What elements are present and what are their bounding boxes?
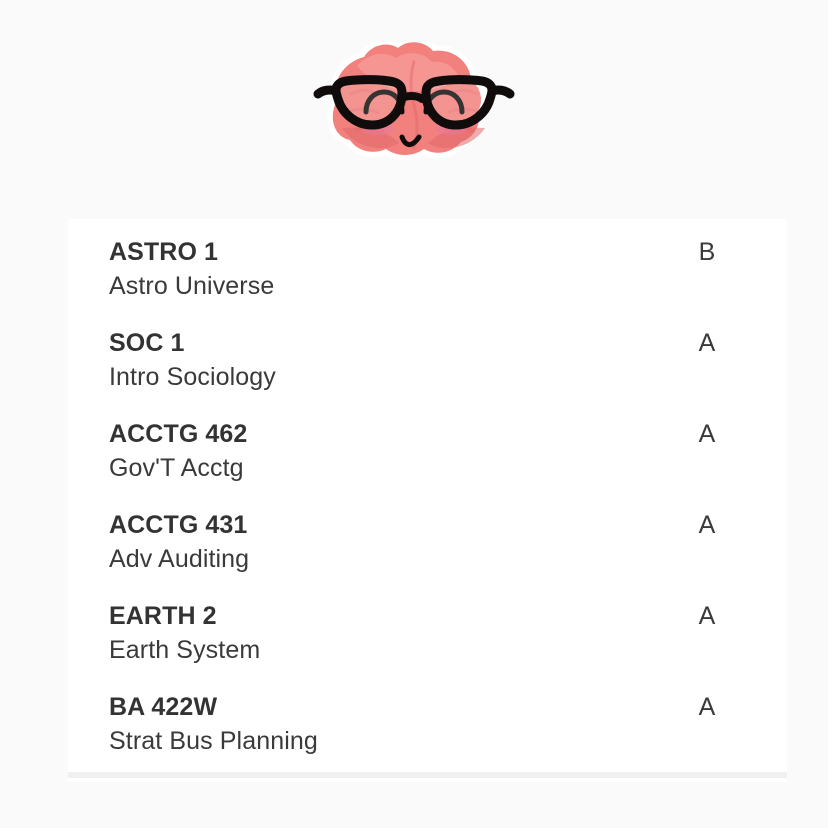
course-grade: B [698, 238, 716, 266]
course-info: BA 422W Strat Bus Planning [109, 690, 667, 758]
card-bottom-edge [68, 778, 787, 782]
course-code: ASTRO 1 [109, 238, 219, 266]
course-info: ACCTG 462 Gov'T Acctg [109, 417, 667, 485]
course-title: Intro Sociology [109, 363, 276, 391]
course-title: Gov'T Acctg [109, 454, 244, 482]
course-grade: A [698, 420, 716, 448]
card-bottom-divider [68, 772, 787, 778]
course-grade: A [698, 693, 716, 721]
course-row[interactable]: BA 422W Strat Bus Planning A [68, 690, 787, 781]
course-code: SOC 1 [109, 329, 185, 357]
course-code: ACCTG 462 [109, 420, 248, 448]
course-title: Earth System [109, 636, 261, 664]
course-info: ACCTG 431 Adv Auditing [109, 508, 667, 576]
header [0, 0, 828, 219]
course-info: SOC 1 Intro Sociology [109, 326, 667, 394]
course-grade: A [698, 511, 716, 539]
course-row[interactable]: SOC 1 Intro Sociology A [68, 326, 787, 417]
course-code: EARTH 2 [109, 602, 217, 630]
course-list: ASTRO 1 Astro Universe B SOC 1 Intro Soc… [68, 235, 787, 781]
course-list-card: ASTRO 1 Astro Universe B SOC 1 Intro Soc… [68, 219, 787, 781]
course-code: ACCTG 431 [109, 511, 248, 539]
course-row[interactable]: EARTH 2 Earth System A [68, 599, 787, 690]
course-row[interactable]: ACCTG 431 Adv Auditing A [68, 508, 787, 599]
course-grade: A [698, 602, 716, 630]
course-title: Astro Universe [109, 272, 275, 300]
course-info: ASTRO 1 Astro Universe [109, 235, 667, 303]
course-row[interactable]: ACCTG 462 Gov'T Acctg A [68, 417, 787, 508]
course-row[interactable]: ASTRO 1 Astro Universe B [68, 235, 787, 326]
course-title: Strat Bus Planning [109, 727, 318, 755]
course-grade: A [698, 329, 716, 357]
course-title: Adv Auditing [109, 545, 250, 573]
course-code: BA 422W [109, 693, 218, 721]
course-info: EARTH 2 Earth System [109, 599, 667, 667]
brain-with-glasses-icon [309, 42, 519, 177]
